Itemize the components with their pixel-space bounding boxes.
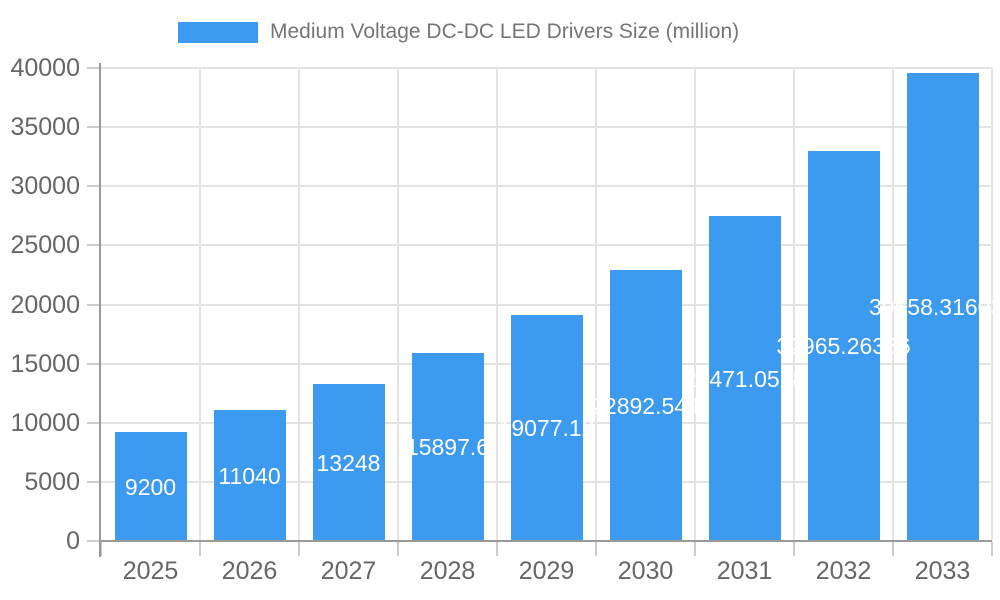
y-gridline [101, 244, 992, 247]
x-tick [991, 542, 993, 556]
y-tick-label: 25000 [10, 231, 80, 260]
x-tick-label: 2025 [122, 557, 179, 585]
y-tick-label: 15000 [10, 349, 80, 378]
x-tick [100, 542, 102, 556]
x-tick-label: 2028 [419, 557, 476, 585]
x-tick [397, 542, 399, 556]
x-tick [892, 542, 894, 556]
x-gridline [595, 68, 597, 541]
y-tick [87, 185, 101, 188]
y-tick-label: 30000 [10, 172, 80, 201]
x-tick-label: 2032 [815, 557, 872, 585]
x-tick [298, 542, 300, 556]
y-tick-label: 10000 [10, 408, 80, 437]
x-gridline [694, 68, 696, 541]
y-tick [87, 362, 101, 365]
y-tick [87, 126, 101, 129]
x-tick [694, 542, 696, 556]
bar[interactable] [708, 216, 781, 541]
y-gridline [101, 126, 992, 129]
x-gridline [199, 68, 201, 541]
x-tick-label: 2029 [518, 557, 575, 585]
legend[interactable]: Medium Voltage DC-DC LED Drivers Size (m… [178, 20, 739, 44]
x-gridline [298, 68, 300, 541]
y-tick-label: 20000 [10, 290, 80, 319]
y-gridline [101, 67, 992, 69]
bar[interactable] [807, 151, 880, 541]
x-gridline [496, 68, 498, 541]
x-tick [496, 542, 498, 556]
y-axis-line [99, 63, 101, 557]
y-tick [87, 480, 101, 483]
y-tick [87, 67, 101, 69]
x-tick [793, 542, 795, 556]
y-gridline [101, 185, 992, 188]
y-gridline [101, 303, 992, 306]
legend-swatch [178, 21, 258, 43]
x-tick-label: 2030 [617, 557, 674, 585]
x-tick-label: 2031 [716, 557, 773, 585]
x-tick [199, 542, 201, 556]
legend-label: Medium Voltage DC-DC LED Drivers Size (m… [270, 20, 740, 43]
x-tick [595, 542, 597, 556]
x-gridline [892, 68, 894, 541]
y-tick [87, 540, 101, 542]
x-gridline [397, 68, 399, 541]
bar[interactable] [213, 410, 286, 541]
y-tick-label: 0 [66, 527, 80, 555]
y-tick [87, 303, 101, 306]
bar[interactable] [411, 353, 484, 541]
x-tick-label: 2026 [221, 557, 278, 585]
x-tick-label: 2027 [320, 557, 377, 585]
y-tick [87, 244, 101, 247]
bar[interactable] [609, 270, 682, 541]
bar[interactable] [312, 384, 385, 541]
x-gridline [991, 68, 993, 541]
x-tick-label: 2033 [914, 557, 971, 585]
y-tick-label: 5000 [24, 467, 80, 496]
bar[interactable] [906, 73, 979, 541]
y-tick [87, 421, 101, 424]
y-tick-label: 35000 [10, 113, 80, 142]
y-tick-label: 40000 [10, 54, 80, 82]
bar[interactable] [510, 315, 583, 541]
x-gridline [793, 68, 795, 541]
x-axis-line [101, 540, 992, 542]
bar[interactable] [114, 432, 187, 541]
